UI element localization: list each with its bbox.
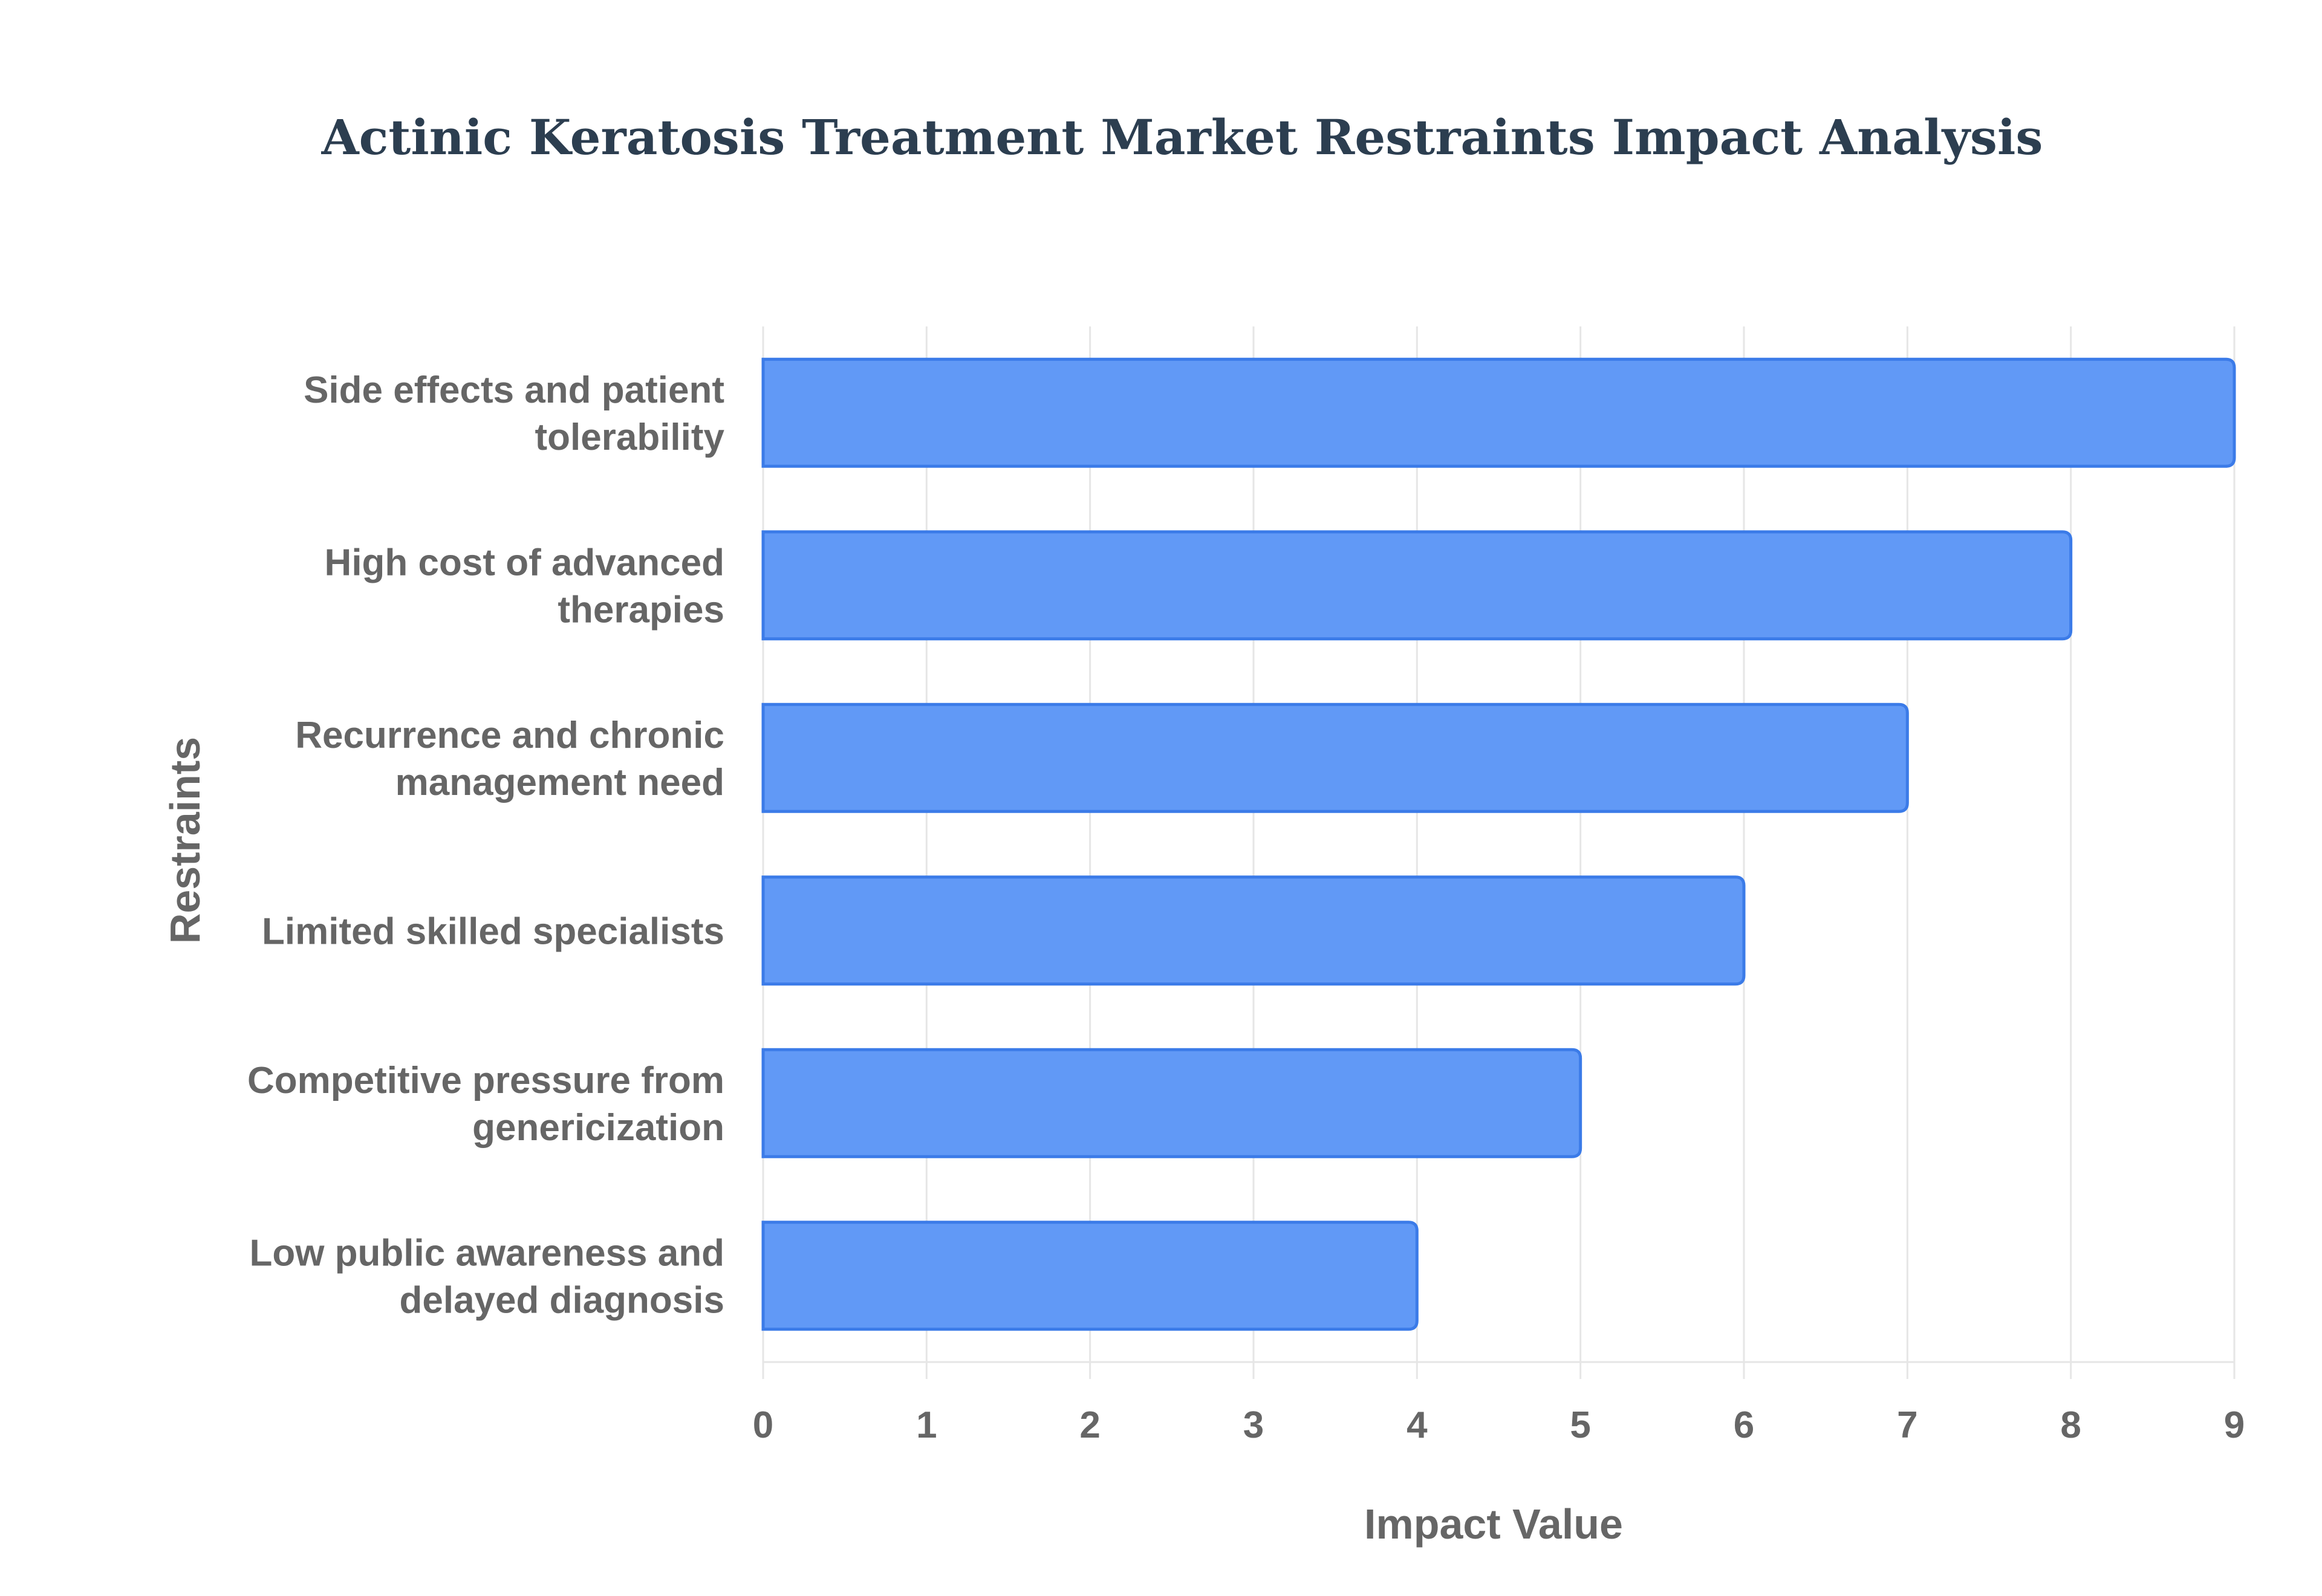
bars [761, 357, 2236, 1331]
bar [761, 357, 2236, 468]
x-tick-label: 2 [1079, 1404, 1100, 1446]
x-tick-labels: 0 1 2 3 4 5 6 7 8 9 [753, 1404, 2245, 1446]
bar [761, 530, 2073, 641]
x-tick-label: 1 [916, 1404, 937, 1446]
category-label-line: delayed diagnosis [399, 1279, 724, 1321]
bar [761, 702, 1909, 813]
chart-title: Actinic Keratosis Treatment Market Restr… [321, 109, 2043, 166]
x-tick-label: 5 [1570, 1404, 1590, 1446]
category-label-line: tolerability [535, 417, 724, 458]
category-label: Side effects and patient tolerability [304, 369, 724, 458]
x-tick-label: 0 [753, 1404, 773, 1446]
category-label-line: management need [395, 762, 724, 803]
category-labels: Side effects and patient tolerability High… [247, 369, 725, 1322]
bar [761, 1221, 1419, 1331]
x-tick-label: 8 [2060, 1404, 2081, 1446]
category-label: Low public awareness and delayed diagnosi… [249, 1232, 724, 1321]
x-tick-label: 3 [1243, 1404, 1264, 1446]
category-label-line: Side effects and patient [304, 369, 724, 411]
category-label: Competitive pressure from genericization [247, 1060, 724, 1149]
category-label-line: genericization [472, 1107, 724, 1149]
category-label-line: therapies [558, 589, 724, 631]
x-tick-label: 9 [2224, 1404, 2245, 1446]
bar [761, 875, 1746, 986]
x-tick-label: 4 [1407, 1404, 1428, 1446]
category-label-line: High cost of advanced [325, 542, 724, 583]
category-label-line: Recurrence and chronic [295, 715, 724, 756]
category-label: Recurrence and chronic management need [295, 715, 724, 803]
x-axis-title: Impact Value [1364, 1500, 1623, 1548]
category-label: High cost of advanced therapies [325, 542, 724, 631]
grid-lines [762, 326, 2236, 1379]
x-tick-label: 6 [1734, 1404, 1754, 1446]
y-axis-title: Restraints [161, 737, 209, 944]
bar [761, 1048, 1582, 1158]
category-label-line: Low public awareness and [249, 1232, 724, 1274]
category-label-line: Competitive pressure from [247, 1060, 724, 1101]
category-label-line: Limited skilled specialists [262, 910, 724, 952]
x-tick-label: 7 [1897, 1404, 1917, 1446]
category-label: Limited skilled specialists [262, 910, 724, 952]
